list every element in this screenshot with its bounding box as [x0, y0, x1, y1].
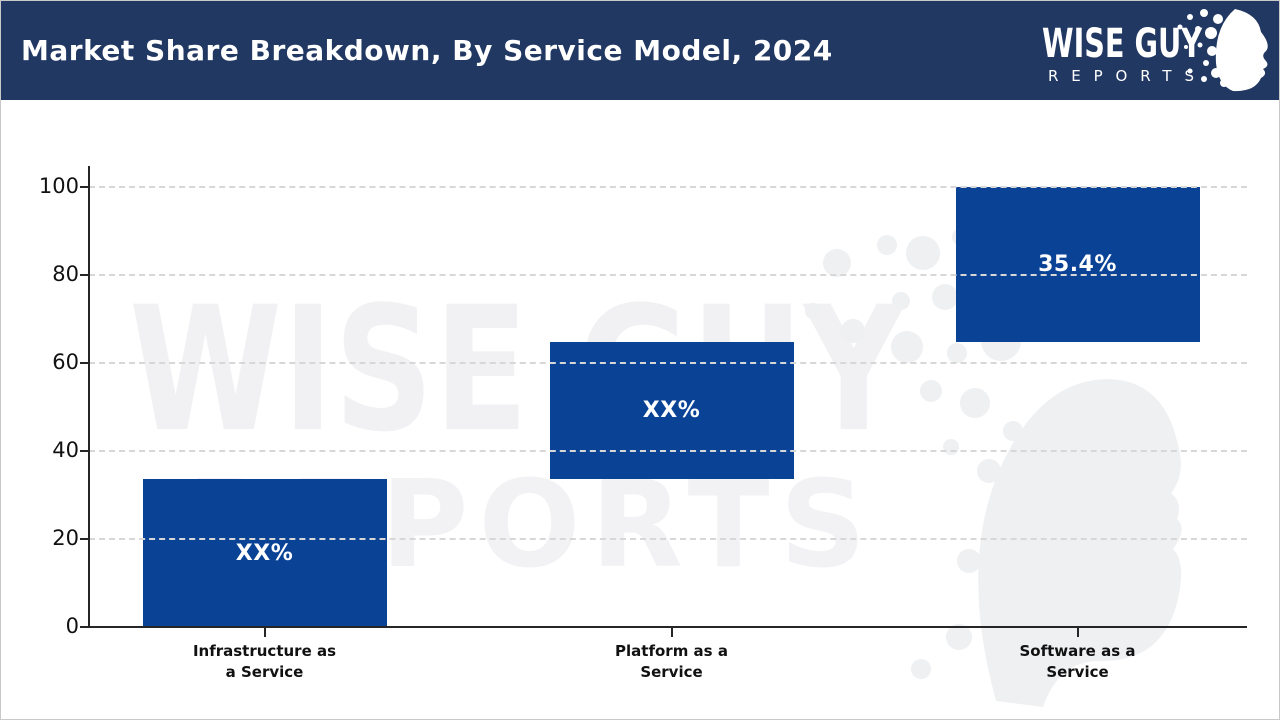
y-tick-label-100: 100: [38, 173, 79, 198]
y-tick-mark-100: [80, 185, 88, 188]
y-tick-mark-60: [80, 361, 88, 364]
y-tick-mark-0: [80, 626, 88, 628]
y-tick-label-20: 20: [52, 525, 79, 550]
y-tick-mark-40: [80, 449, 88, 452]
logo-subtext: REPORTS: [1048, 67, 1194, 85]
bar-2: XX%: [549, 342, 794, 480]
bar-value-label-1: XX%: [235, 540, 294, 566]
x-tick-label-line: Service: [640, 663, 703, 681]
x-tick-label-3: Software as a Service: [938, 641, 1218, 683]
y-tick-label-0: 0: [65, 614, 79, 638]
y-axis-spine: [88, 166, 90, 628]
logo-face-icon: [1177, 9, 1268, 92]
x-tick-label-1: Infrastructure as a Service: [125, 641, 405, 683]
y-tick-mark-80: [80, 273, 88, 276]
x-tick-label-line: a Service: [225, 663, 304, 681]
bar-3: 35.4%: [955, 186, 1200, 343]
gridline-80: [89, 273, 1247, 276]
page-title: Market Share Breakdown, By Service Model…: [21, 33, 833, 67]
x-tick-mark-1: [263, 628, 266, 637]
wise-guy-reports-logo: WISE GUY REPORTS: [1042, 9, 1268, 92]
x-tick-label-2: Platform as a Service: [532, 641, 812, 683]
x-tick-label-line: Platform as a: [615, 642, 728, 660]
x-tick-label-line: Infrastructure as: [192, 642, 337, 660]
gridline-20: [89, 537, 1247, 540]
bar-value-label-3: 35.4%: [1038, 251, 1117, 277]
x-tick-mark-3: [1076, 628, 1079, 637]
logo-wordmark: WISE GUY: [1042, 21, 1203, 67]
x-tick-label-line: Software as a: [1019, 642, 1136, 660]
gridline-60: [89, 361, 1247, 364]
y-tick-label-60: 60: [52, 349, 79, 374]
header-bar: Market Share Breakdown, By Service Model…: [1, 1, 1279, 100]
x-axis-line: [88, 626, 1247, 628]
bar-value-label-2: XX%: [642, 398, 701, 424]
bar-1: XX%: [142, 479, 387, 627]
gridline-40: [89, 449, 1247, 452]
y-tick-label-40: 40: [52, 437, 79, 462]
y-tick-mark-20: [80, 537, 88, 540]
y-tick-label-80: 80: [52, 261, 79, 286]
x-tick-mark-2: [670, 628, 673, 637]
x-tick-label-line: Service: [1046, 663, 1109, 681]
gridline-100: [89, 185, 1247, 188]
